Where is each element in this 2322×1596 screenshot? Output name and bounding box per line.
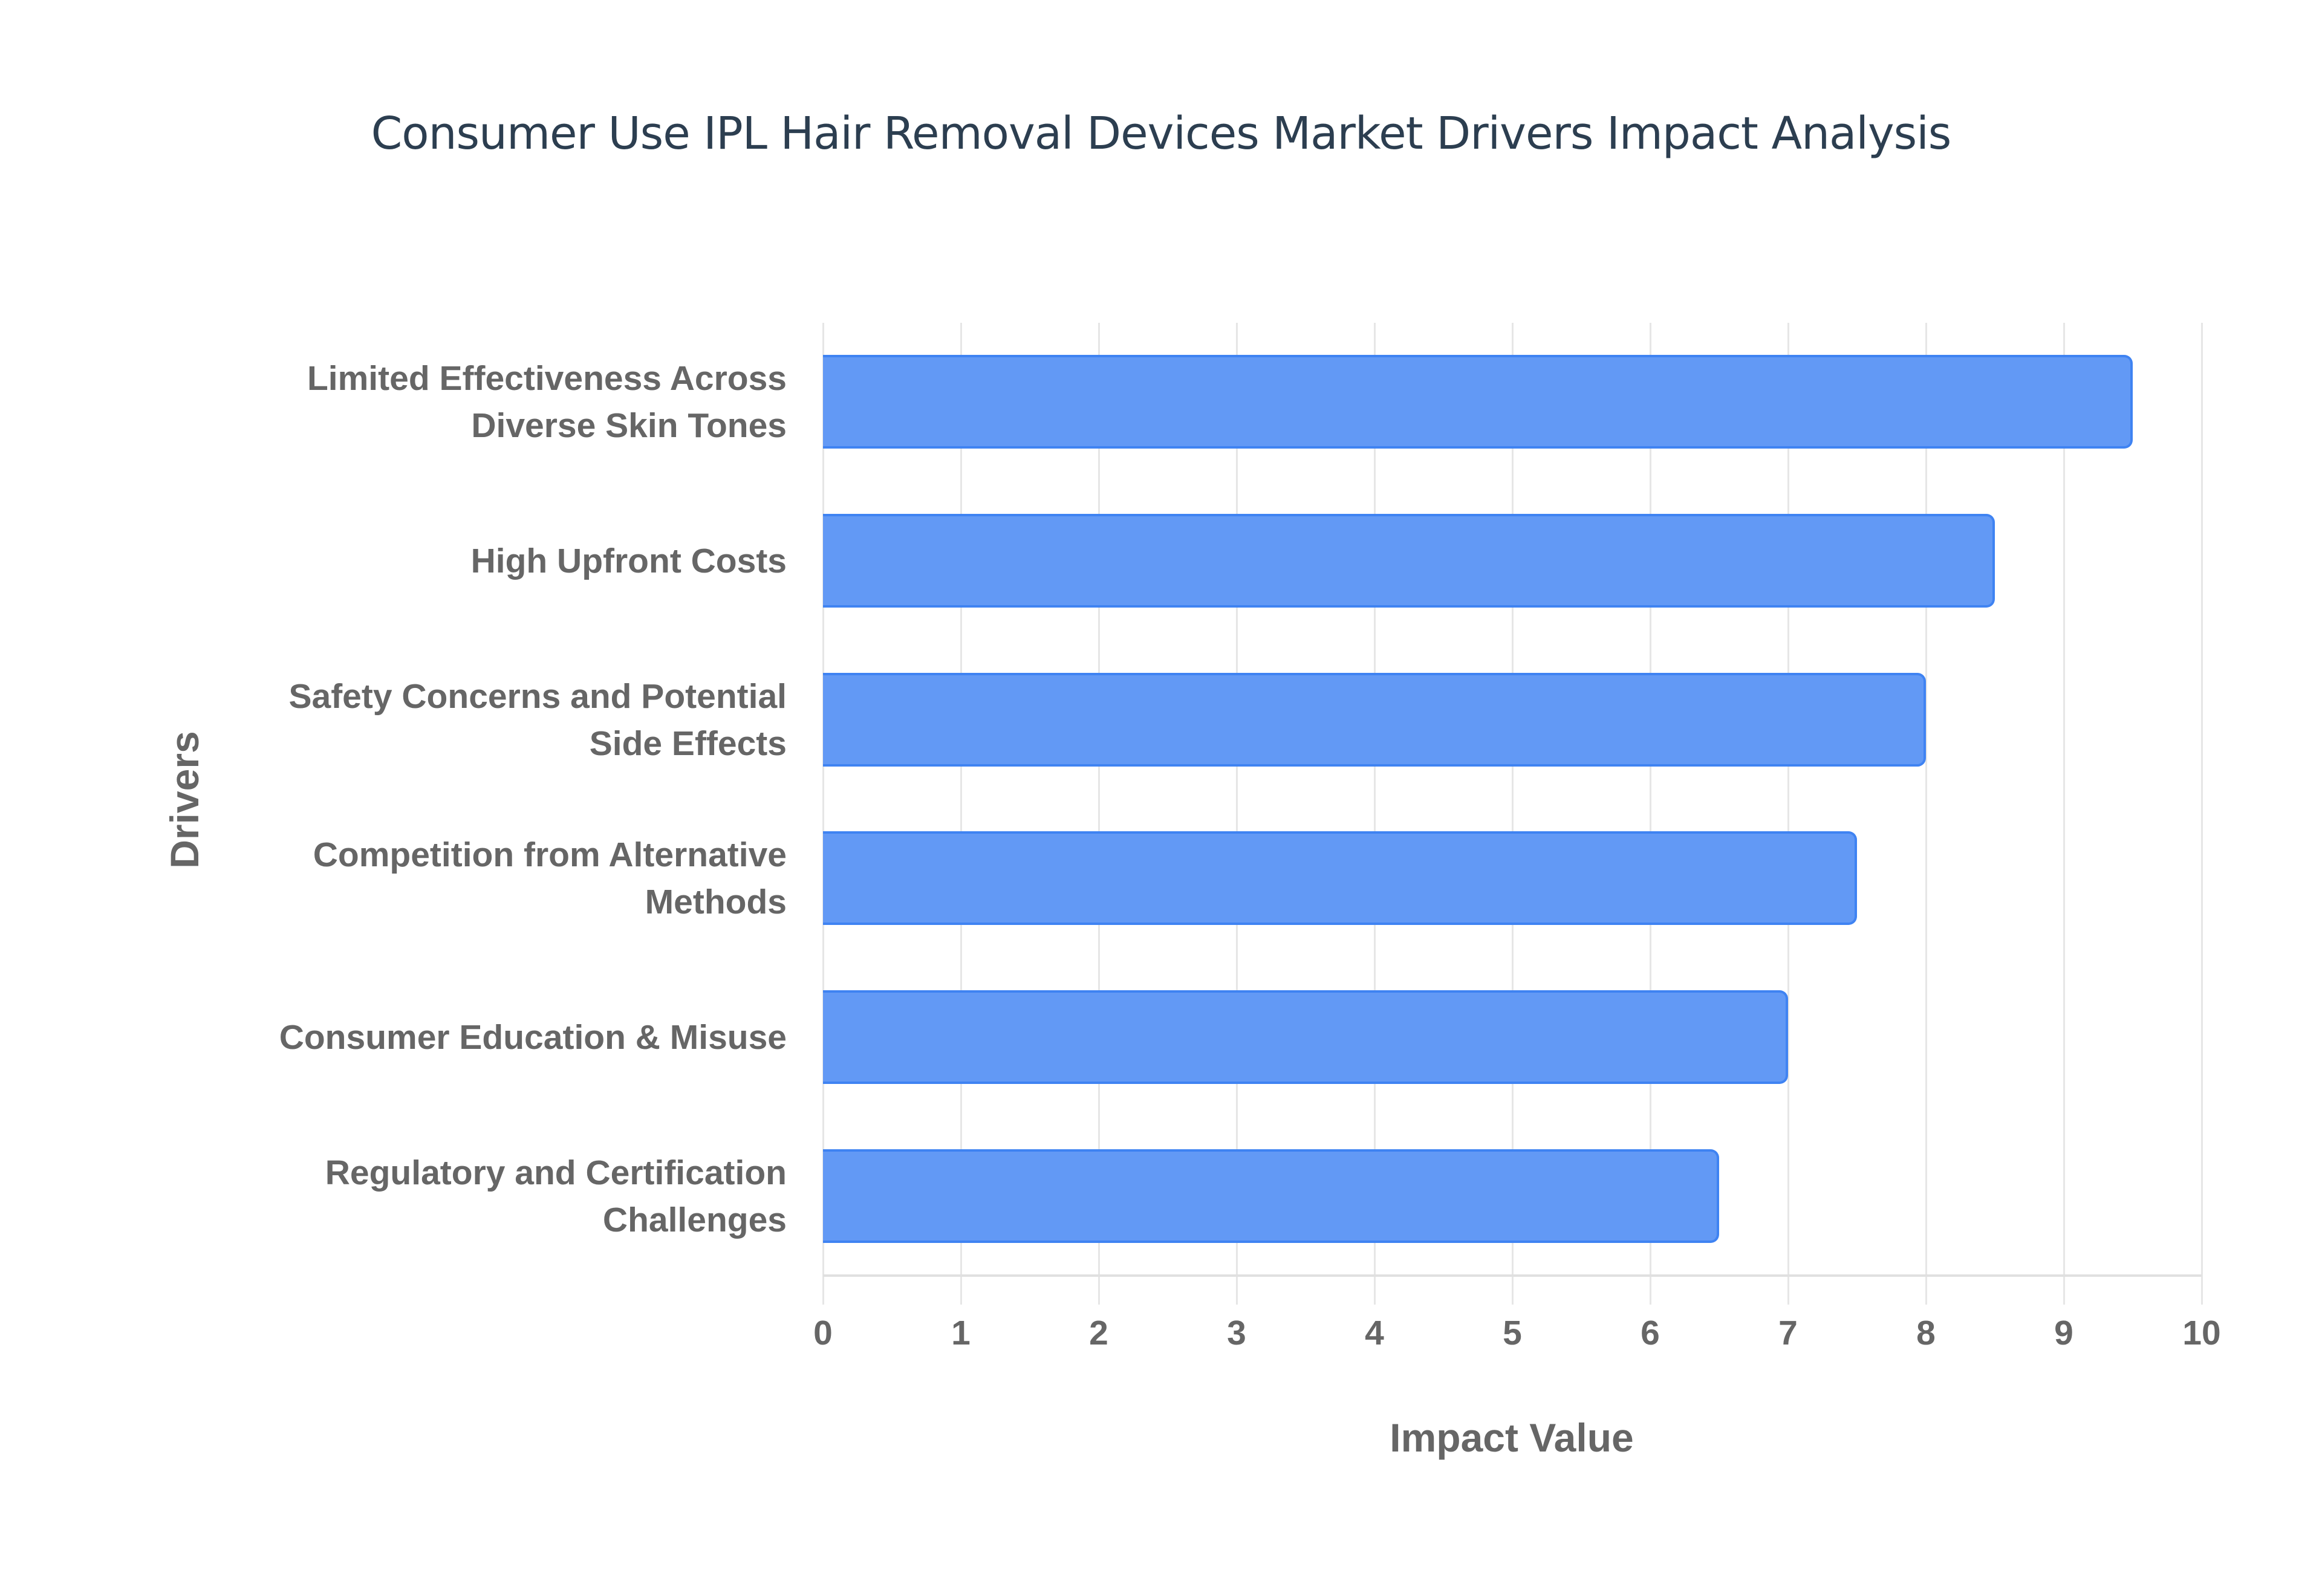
tick-mark (1650, 1276, 1651, 1305)
chart-title: Consumer Use IPL Hair Removal Devices Ma… (371, 108, 1952, 160)
tick-mark (1787, 1276, 1789, 1305)
y-tick-label: Competition from Alternative Methods (122, 831, 787, 926)
x-axis-line (823, 1274, 2202, 1277)
bar[interactable] (823, 672, 1926, 767)
y-tick-label-line: Diverse Skin Tones (471, 406, 787, 446)
x-axis-title: Impact Value (1390, 1415, 1634, 1460)
bar[interactable] (823, 990, 1788, 1084)
y-tick-label-line: High Upfront Costs (470, 542, 787, 580)
y-tick-label-line: Limited Effectiveness Across (307, 359, 787, 398)
y-tick-label: Regulatory and Certification Challenges (122, 1149, 787, 1244)
gridline (1650, 323, 1651, 1276)
y-tick-label-line: Competition from Alternative (313, 835, 787, 875)
y-tick-label: Consumer Education & Misuse (122, 1014, 787, 1061)
x-tick-label: 5 (1503, 1314, 1522, 1352)
y-tick-label-line: Safety Concerns and Potential (288, 676, 787, 716)
gridline (822, 323, 824, 1276)
bar[interactable] (823, 831, 1857, 926)
plot-area (822, 323, 2203, 1305)
y-tick-label: High Upfront Costs (122, 537, 787, 585)
x-tick-label: 7 (1778, 1314, 1798, 1352)
gridline (1787, 323, 1789, 1276)
x-tick-label: 9 (2054, 1314, 2073, 1352)
gridline (1374, 323, 1376, 1276)
x-tick-label: 2 (1089, 1314, 1108, 1352)
bar[interactable] (823, 514, 1995, 608)
tick-mark (1374, 1276, 1376, 1305)
tick-mark (960, 1276, 962, 1305)
tick-mark (822, 1276, 824, 1305)
tick-mark (2063, 1276, 2065, 1305)
gridline (1925, 323, 1927, 1276)
y-tick-label: Limited Effectiveness Across Diverse Skin… (122, 355, 787, 449)
bar[interactable] (823, 1149, 1719, 1243)
y-tick-label-line: Side Effects (589, 724, 787, 763)
tick-mark (1925, 1276, 1927, 1305)
gridline (1098, 323, 1100, 1276)
y-tick-label-line: Regulatory and Certification (325, 1153, 787, 1192)
bar[interactable] (823, 355, 2133, 449)
tick-mark (2201, 1276, 2203, 1305)
tick-mark (1098, 1276, 1100, 1305)
gridline (2063, 323, 2065, 1276)
gridline (2201, 323, 2203, 1276)
x-tick-label: 3 (1227, 1314, 1246, 1352)
y-tick-label-line: Challenges (602, 1200, 787, 1239)
gridline (1512, 323, 1514, 1276)
y-tick-label: Safety Concerns and Potential Side Effect… (122, 673, 787, 767)
x-tick-label: 10 (2182, 1314, 2221, 1352)
y-tick-label-line: Methods (645, 883, 787, 922)
x-tick-label: 6 (1641, 1314, 1660, 1352)
x-tick-label: 8 (1916, 1314, 1936, 1352)
gridline (1236, 323, 1238, 1276)
y-tick-label-line: Consumer Education & Misuse (279, 1018, 787, 1057)
x-tick-label: 0 (813, 1314, 833, 1352)
gridline (960, 323, 962, 1276)
x-tick-label: 4 (1365, 1314, 1384, 1352)
tick-mark (1236, 1276, 1238, 1305)
tick-mark (1512, 1276, 1514, 1305)
x-tick-label: 1 (951, 1314, 971, 1352)
